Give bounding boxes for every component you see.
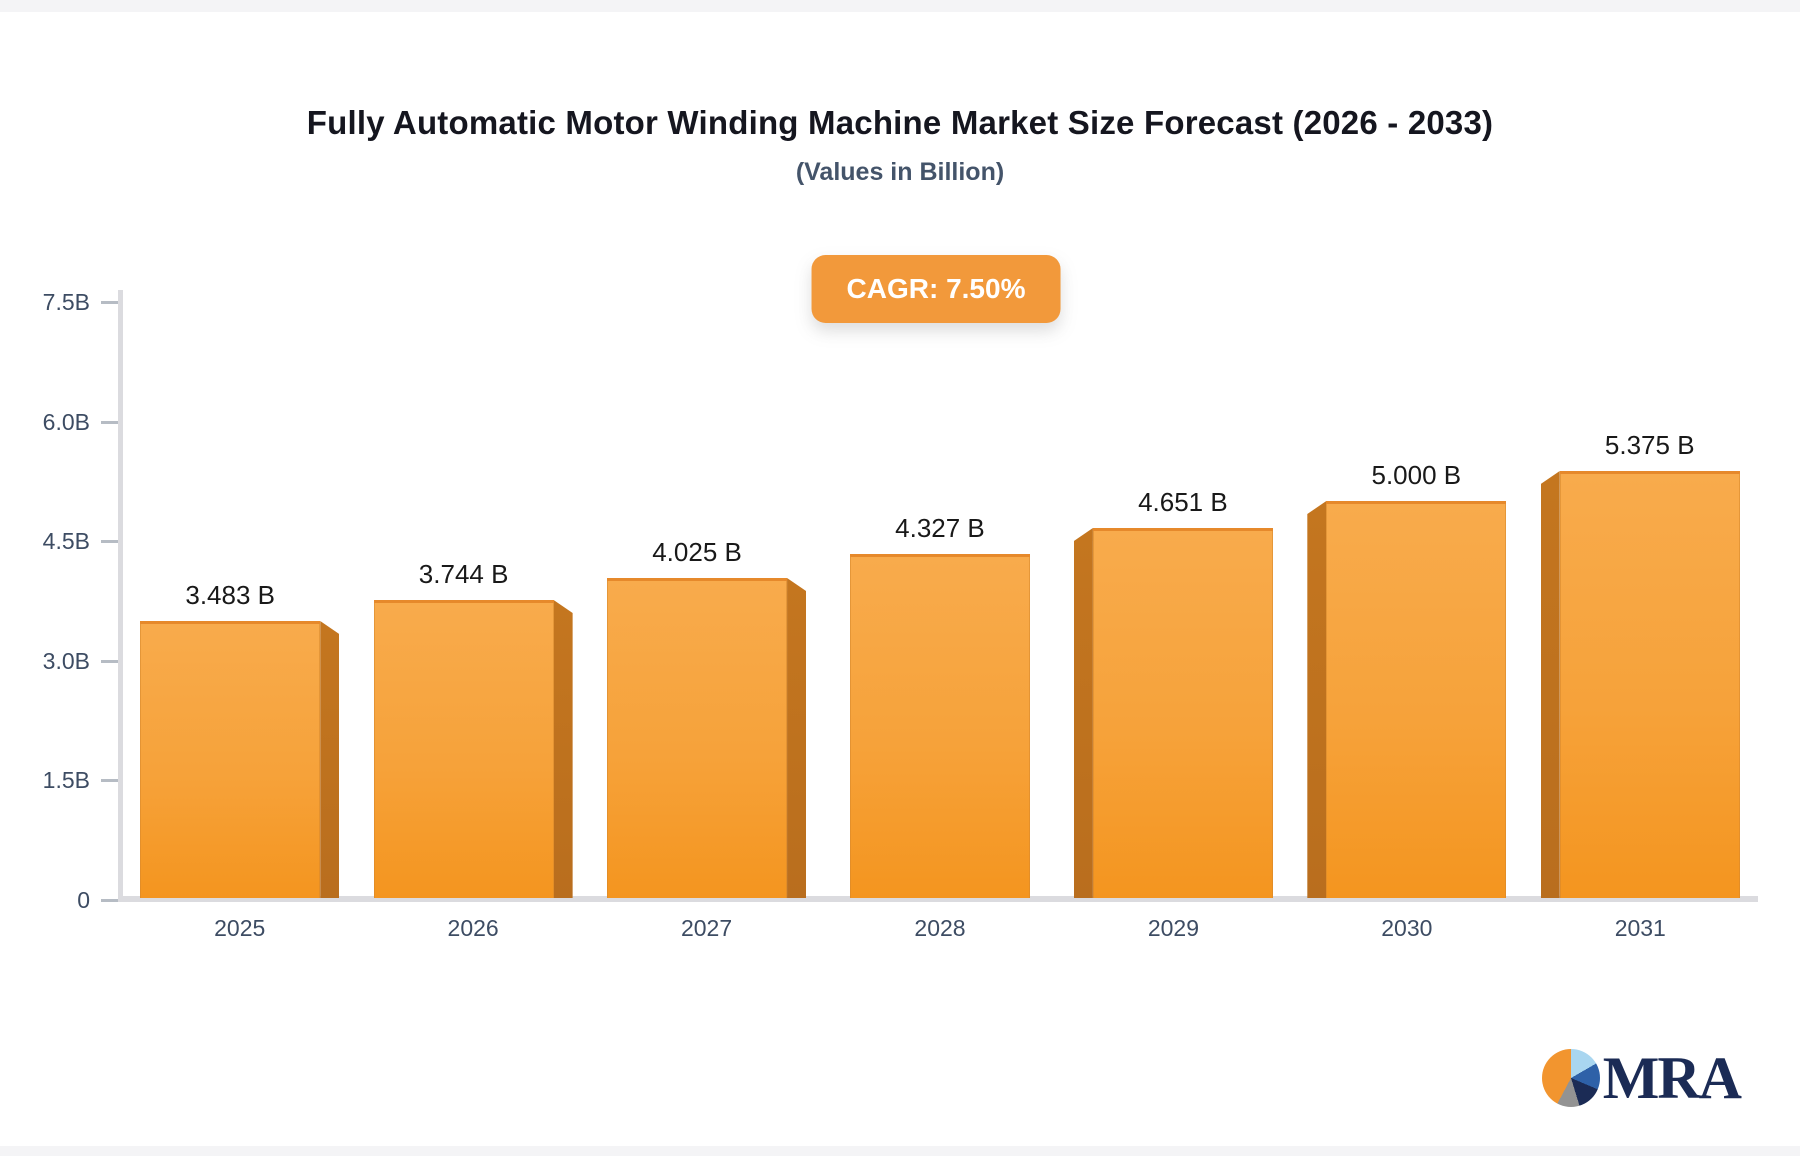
bar-face <box>1092 528 1273 898</box>
bar-slot-2027: 4.025 B <box>590 302 823 898</box>
bar-slot-2031: 5.375 B <box>1524 302 1757 898</box>
bar-2029: 4.651 B <box>1073 487 1273 898</box>
bar-value-label-2029: 4.651 B <box>1138 487 1228 517</box>
bar-face <box>1559 471 1740 898</box>
bar-slot-2026: 3.744 B <box>356 302 589 898</box>
bar-side-panel <box>1307 501 1327 898</box>
y-tick-mark <box>101 420 118 424</box>
x-axis-label-2027: 2027 <box>680 915 733 941</box>
y-tick-label-0: 0 <box>77 887 90 913</box>
x-axis-label-2025: 2025 <box>214 915 266 941</box>
cagr-badge: CAGR: 7.50% <box>811 255 1061 323</box>
bar-side-panel <box>1540 471 1560 898</box>
bar-face <box>849 554 1030 898</box>
bar-slot-2028: 4.327 B <box>823 302 1056 898</box>
y-tick-label-6.0B: 6.0B <box>42 408 90 435</box>
bar-value-label-2026: 3.744 B <box>418 559 509 589</box>
y-tick-label-1.5B: 1.5B <box>42 767 90 794</box>
pie-chart-logo-icon <box>1541 1049 1600 1107</box>
bar-2027: 4.025 B <box>607 537 807 898</box>
x-axis-baseline <box>118 896 1758 902</box>
bar-series: 3.483 B 3.744 B 4.025 B 4.327 B 4.651 B 5.000… <box>123 302 1757 898</box>
bar-face <box>607 578 788 898</box>
y-tick-label-7.5B: 7.5B <box>42 289 90 315</box>
x-axis-label-2030: 2030 <box>1381 915 1433 941</box>
bar-slot-2025: 3.483 B <box>123 302 356 898</box>
bar-side-panel <box>1073 528 1093 898</box>
bar-value-label-2028: 4.327 B <box>895 513 985 543</box>
y-tick-mark <box>101 779 118 783</box>
chart-subtitle: (Values in Billion) <box>795 158 1005 186</box>
chart-card: Fully Automatic Motor Winding Machine Ma… <box>0 12 1800 1146</box>
x-axis-label-2029: 2029 <box>1147 915 1199 941</box>
bar-side-panel <box>787 578 807 898</box>
bar-2026: 3.744 B <box>373 559 573 898</box>
bar-value-label-2030: 5.000 B <box>1371 460 1462 490</box>
bar-face <box>373 600 554 898</box>
bar-value-label-2027: 4.025 B <box>652 537 742 567</box>
bar-face <box>1326 501 1507 898</box>
y-tick-mark <box>101 540 118 544</box>
bar-2031: 5.375 B <box>1540 430 1740 898</box>
bar-2025: 3.483 B <box>140 580 340 898</box>
bar-face <box>140 621 321 898</box>
y-axis-line <box>118 290 123 900</box>
logo-text: MRA <box>1602 1045 1742 1111</box>
y-tick-mark <box>101 301 118 304</box>
bar-2028: 4.327 B <box>849 513 1030 898</box>
y-tick-label-3.0B: 3.0B <box>42 647 90 674</box>
x-axis-label-2031: 2031 <box>1614 915 1666 941</box>
bar-slot-2030: 5.000 B <box>1290 302 1523 898</box>
bar-value-label-2025: 3.483 B <box>185 580 276 610</box>
bar-slot-2029: 4.651 B <box>1057 302 1290 898</box>
bar-side-panel <box>320 621 340 898</box>
chart-title: Fully Automatic Motor Winding Machine Ma… <box>306 104 1494 141</box>
y-tick-label-4.5B: 4.5B <box>42 528 90 555</box>
bar-side-panel <box>553 600 573 898</box>
bar-value-label-2031: 5.375 B <box>1604 430 1695 460</box>
y-tick-mark <box>101 899 118 902</box>
x-axis-label-2028: 2028 <box>914 915 966 941</box>
x-axis-label-2026: 2026 <box>447 915 499 941</box>
mra-logo: MRA <box>1541 1045 1742 1111</box>
bar-2030: 5.000 B <box>1307 460 1507 898</box>
y-tick-mark <box>101 659 118 663</box>
